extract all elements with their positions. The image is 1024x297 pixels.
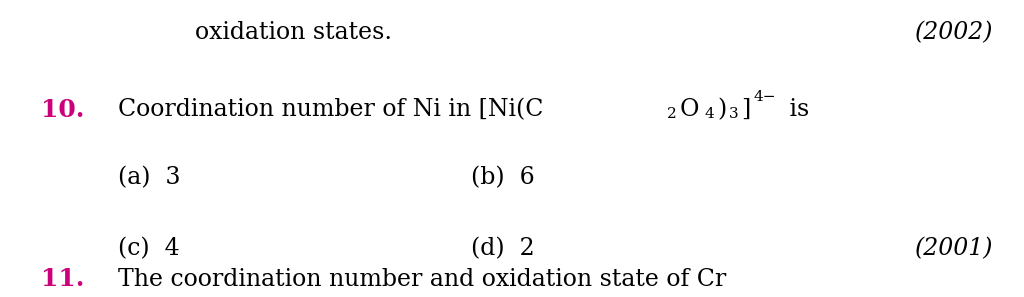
Text: (a)  3: (a) 3 [118,166,180,189]
Text: (c)  4: (c) 4 [118,238,179,260]
Text: ): ) [717,98,726,121]
Text: is: is [782,98,810,121]
Text: Coordination number of Ni in [Ni(C: Coordination number of Ni in [Ni(C [118,98,543,121]
Text: (d)  2: (d) 2 [471,238,535,260]
Text: O: O [679,98,698,121]
Text: 11.: 11. [41,267,84,291]
Text: 4−: 4− [754,90,776,104]
Text: ]: ] [741,98,751,121]
Text: (2002): (2002) [914,21,993,44]
Text: 2: 2 [667,107,677,121]
Text: (b)  6: (b) 6 [471,166,535,189]
Text: The coordination number and oxidation state of Cr: The coordination number and oxidation st… [118,268,726,291]
Text: (2001): (2001) [914,238,993,260]
Text: 4: 4 [705,107,714,121]
Text: 10.: 10. [41,98,84,122]
Text: 3: 3 [729,107,738,121]
Text: oxidation states.: oxidation states. [195,21,391,44]
